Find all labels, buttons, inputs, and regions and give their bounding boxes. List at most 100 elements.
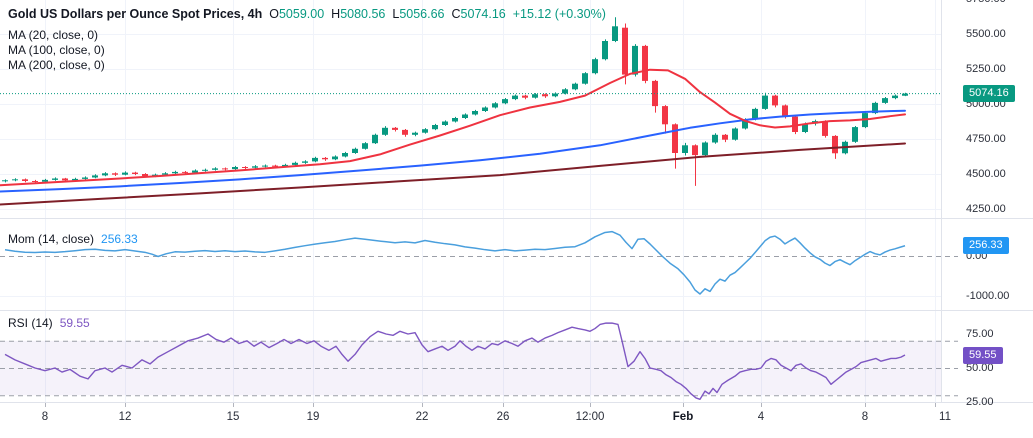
candle-body (622, 27, 628, 75)
rsi-tick-label: 25.00 (966, 396, 994, 408)
candle-body (392, 127, 398, 130)
candle-body (462, 114, 468, 118)
candle-body (62, 178, 68, 181)
price-tick-label: 5250.00 (966, 63, 1006, 75)
candle-body (682, 145, 688, 153)
candle-body (882, 98, 888, 103)
candle-body (552, 93, 558, 97)
candle-body (292, 162, 298, 165)
mom-legend[interactable]: Mom (14, close) 256.33 (8, 232, 138, 246)
last-price-badge: 5074.16 (963, 85, 1015, 102)
main-legend: Gold US Dollars per Ounce Spot Prices, 4… (8, 6, 606, 73)
rsi-legend[interactable]: RSI (14) 59.55 (8, 316, 90, 330)
ma20-legend[interactable]: MA (20, close, 0) (8, 28, 99, 42)
low-value: 5056.66 (399, 7, 445, 21)
time-tick-label: 8 (861, 411, 869, 423)
symbol-title[interactable]: Gold US Dollars per Ounce Spot Prices, 4… (8, 7, 263, 21)
price-tick-label: 5500.00 (966, 28, 1006, 40)
candle-body (712, 134, 718, 143)
mom-label: Mom (14, close) (8, 232, 95, 246)
candle-body (142, 174, 148, 177)
time-tick-label: 11 (939, 411, 951, 423)
rsi-tick-label: 50.00 (966, 362, 994, 374)
rsi-line (4, 322, 906, 400)
candle-body (762, 95, 768, 109)
candle-body (122, 172, 128, 175)
price-tick-label: 4250.00 (966, 203, 1006, 215)
ma-200-line (0, 142, 906, 206)
price-tick-label: 5750.00 (966, 0, 1006, 6)
momentum-line (4, 230, 906, 295)
symbol-ohlc-row[interactable]: Gold US Dollars per Ounce Spot Prices, 4… (8, 6, 606, 22)
candle-body (332, 156, 338, 160)
candle-body (222, 168, 228, 170)
candle-body (512, 95, 518, 100)
candle-body (192, 170, 198, 173)
candle-body (502, 99, 508, 104)
ma100-legend[interactable]: MA (100, close, 0) (8, 43, 105, 57)
time-tick-label: 26 (496, 411, 510, 423)
candle-body (732, 128, 738, 140)
time-tick-label: 4 (757, 411, 765, 423)
candle-body (202, 169, 208, 171)
candle-body (132, 172, 138, 174)
candle-body (582, 73, 588, 84)
candle-body (32, 181, 38, 182)
candle-body (872, 102, 878, 114)
price-scale[interactable] (941, 0, 1033, 402)
candle-body (452, 118, 458, 122)
candle-body (232, 167, 238, 170)
candle-body (542, 94, 548, 97)
candle-body (832, 135, 838, 154)
candle-body (242, 167, 248, 168)
time-tick-label: 8 (41, 411, 49, 423)
candle-body (382, 127, 388, 135)
candle-body (302, 161, 308, 163)
candle-body (112, 173, 118, 175)
high-value: 5080.56 (340, 7, 386, 21)
rsi-value-badge: 59.55 (963, 347, 1003, 364)
price-tick-label: 4750.00 (966, 133, 1006, 145)
time-tick-label: 22 (415, 411, 429, 423)
candle-body (212, 168, 218, 170)
candle-body (802, 123, 808, 132)
candle-body (172, 171, 178, 174)
candle-body (182, 171, 188, 173)
candle-body (262, 165, 268, 167)
candle-body (772, 95, 778, 106)
time-scale[interactable]: 8 12 15 19 22 26 12:00 Feb 4 8 11 (0, 403, 1033, 438)
candle-body (752, 108, 758, 120)
rsi-tick-label: 75.00 (966, 328, 994, 340)
candle-body (412, 132, 418, 135)
time-tick-label: 19 (306, 411, 320, 423)
candle-body (342, 153, 348, 157)
open-value: 5059.00 (278, 7, 325, 21)
candle-body (432, 125, 438, 130)
candle-body (272, 165, 278, 167)
low-label: L (392, 7, 400, 21)
candle-body (92, 175, 98, 178)
candle-body (592, 59, 598, 74)
candle-body (612, 26, 618, 41)
candle-body (672, 124, 678, 153)
candle-body (52, 178, 58, 180)
candle-body (102, 173, 108, 176)
ma200-legend[interactable]: MA (200, close, 0) (8, 58, 105, 72)
candle-body (12, 179, 18, 181)
change-value: +15.12 (+0.30%) (512, 7, 606, 21)
candle-body (642, 45, 648, 81)
ma-20-line (0, 68, 906, 187)
time-tick-label: 12 (118, 411, 132, 423)
candle-body (632, 45, 638, 75)
candle-body (782, 105, 788, 117)
candle-body (572, 83, 578, 90)
candle-body (442, 121, 448, 125)
close-value: 5074.16 (460, 7, 506, 21)
candle-body (162, 173, 168, 175)
candle-body (492, 103, 498, 108)
candle-body (362, 143, 368, 149)
time-tick-label: Feb (672, 411, 694, 423)
candle-body (72, 178, 78, 181)
